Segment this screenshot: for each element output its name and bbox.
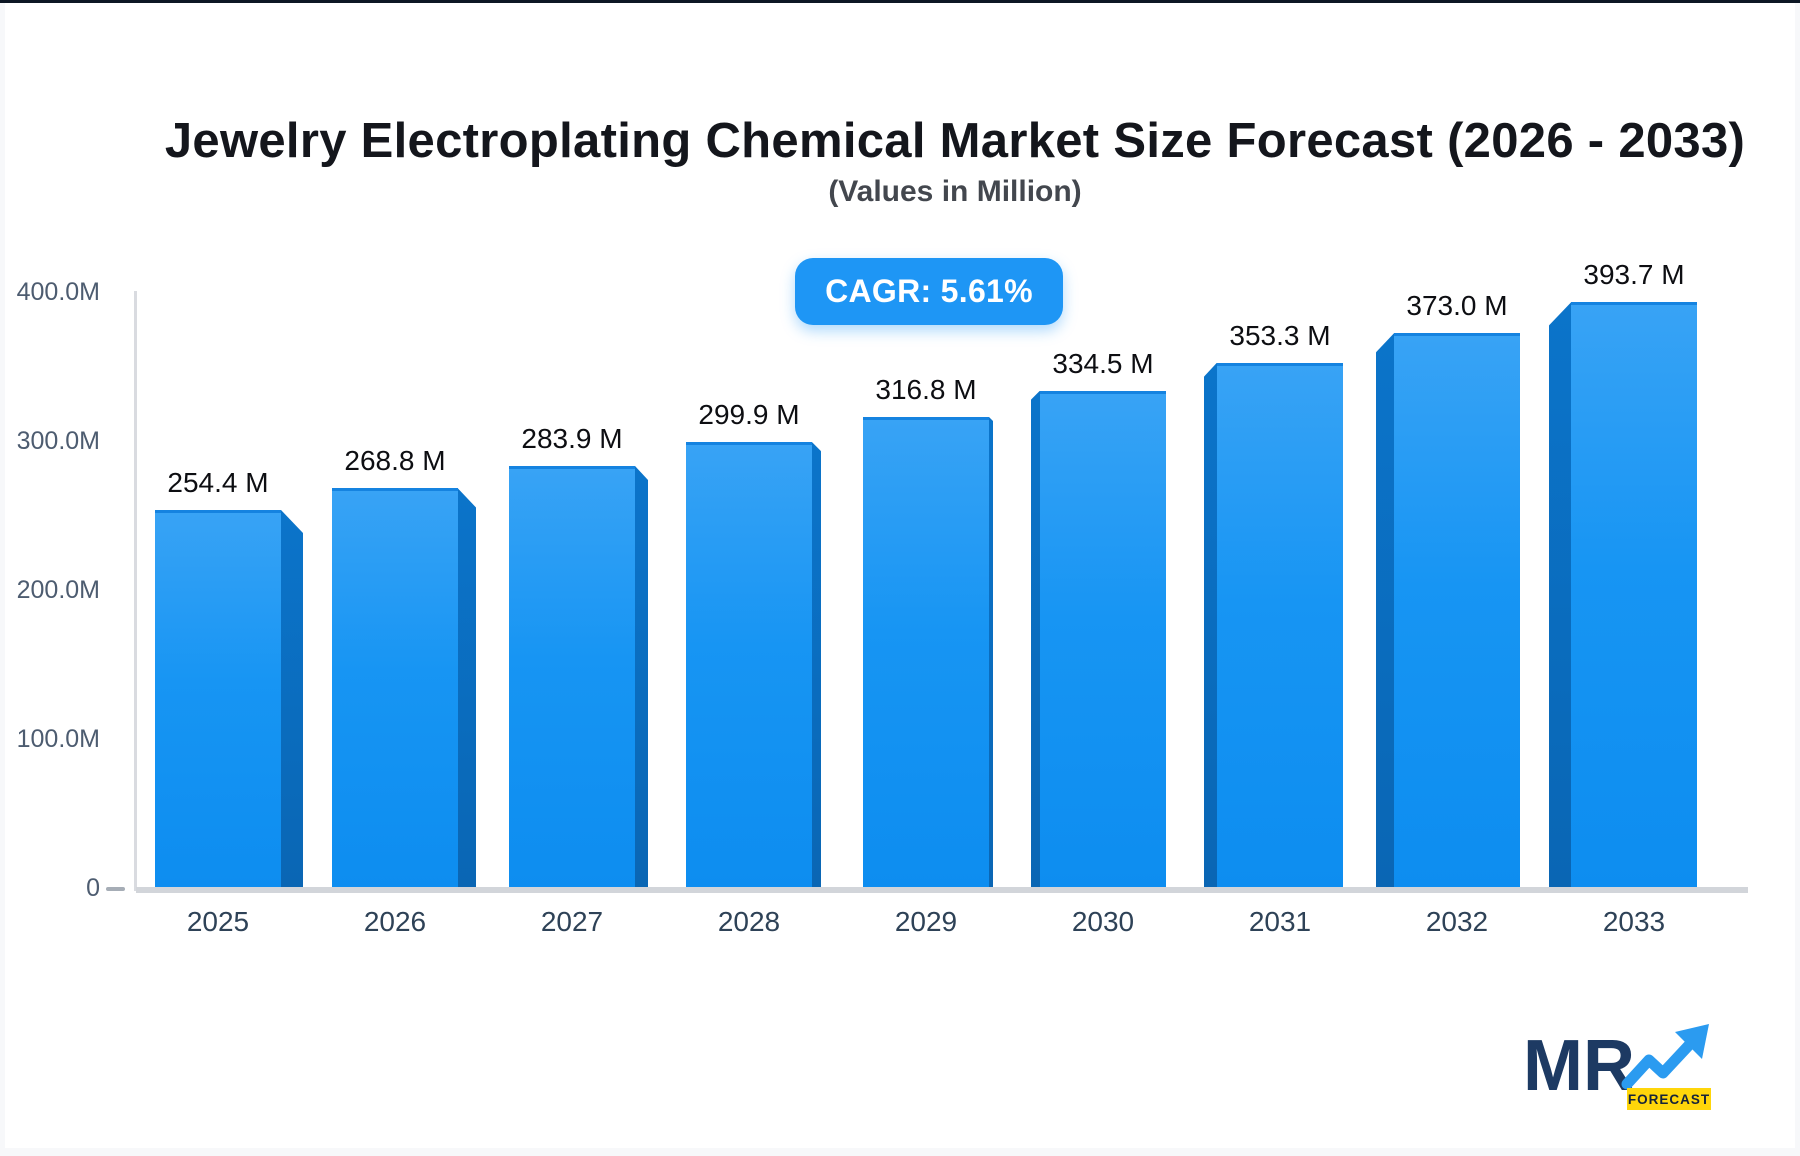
bar-value-label: 268.8 M (344, 445, 446, 477)
y-axis-label: 100.0M (16, 725, 100, 753)
bar-2027 (509, 465, 635, 889)
cagr-badge: CAGR: 5.61% (795, 258, 1063, 325)
bar-2025-side-bevel (281, 509, 303, 889)
y-axis-line (134, 291, 137, 891)
bar-value-label: 334.5 M (1052, 347, 1154, 379)
bar-2032 (1394, 333, 1520, 889)
bar-2033-side-bevel (1549, 302, 1571, 889)
bar-value-label: 254.4 M (167, 466, 269, 498)
bar-2030 (1040, 390, 1166, 889)
bar-2029-side-bevel (989, 416, 993, 889)
bar-2025 (155, 509, 281, 889)
bar-value-label: 299.9 M (698, 399, 800, 431)
bar-2027-side-bevel (635, 465, 648, 889)
bar-2029 (863, 416, 989, 889)
bar-2033 (1571, 302, 1697, 889)
bar-2031-side-bevel (1204, 362, 1217, 889)
bar-2028-side-bevel (812, 442, 821, 889)
chart-subtitle: (Values in Million) (828, 175, 1082, 208)
bar-value-label: 353.3 M (1229, 319, 1331, 351)
bar-value-label: 393.7 M (1583, 259, 1685, 291)
x-axis-label: 2032 (1425, 906, 1489, 937)
x-axis-label: 2027 (540, 906, 604, 937)
zero-tick-mark (106, 887, 125, 891)
x-axis-label: 2033 (1602, 906, 1666, 937)
chart-title: Jewelry Electroplating Chemical Market S… (164, 114, 1746, 168)
x-axis-label: 2029 (894, 906, 958, 937)
cagr-badge-label: CAGR: 5.61% (825, 273, 1033, 309)
x-axis-label: 2025 (186, 906, 250, 937)
y-axis-label: 200.0M (16, 576, 100, 604)
bar-value-label: 316.8 M (875, 373, 977, 405)
logo-brand-text: MR (1523, 1026, 1635, 1106)
logo-trend-arrow-icon (1621, 1037, 1697, 1090)
x-axis-label: 2031 (1248, 906, 1312, 937)
bar-2026-side-bevel (458, 488, 476, 889)
bar-value-label: 283.9 M (521, 422, 623, 454)
logo-tagline-text: FORECAST (1628, 1092, 1710, 1107)
x-axis-baseline (136, 887, 1748, 893)
logo-tagline-box (1627, 1088, 1711, 1110)
bar-2028 (686, 442, 812, 889)
logo-arrowhead-icon (1675, 1024, 1709, 1059)
bar-value-label: 373.0 M (1406, 290, 1508, 322)
bar-2030-side-bevel (1031, 390, 1040, 889)
bar-2026 (332, 488, 458, 889)
chart-card: Jewelry Electroplating Chemical Market S… (5, 3, 1795, 1148)
y-axis-label: 400.0M (16, 278, 100, 306)
page-top-border (0, 0, 1800, 3)
y-axis-label: 300.0M (16, 427, 100, 455)
x-axis-label: 2028 (717, 906, 781, 937)
x-axis-label: 2026 (363, 906, 427, 937)
x-axis-label: 2030 (1071, 906, 1135, 937)
y-axis-label: 0 (86, 874, 100, 902)
bar-2031 (1217, 362, 1343, 889)
bar-2032-side-bevel (1376, 333, 1394, 889)
mr-forecast-logo: MR FORECAST (1523, 1024, 1711, 1110)
